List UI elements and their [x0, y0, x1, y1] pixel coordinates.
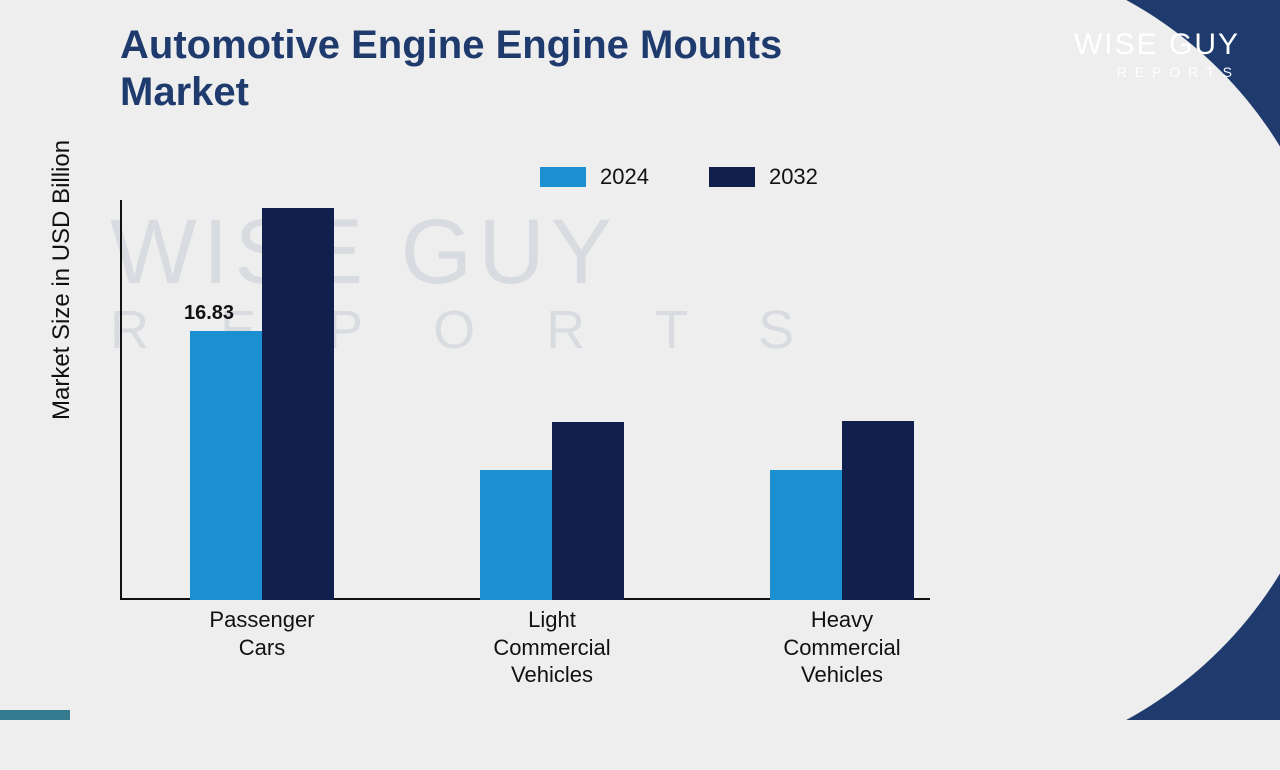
- bar: [552, 422, 624, 600]
- bar: [480, 470, 552, 600]
- legend-swatch-2032: [709, 167, 755, 187]
- y-axis-label: Market Size in USD Billion: [48, 140, 76, 420]
- legend-label-2032: 2032: [769, 164, 818, 190]
- legend-item-2032: 2032: [709, 164, 818, 190]
- chart-title: Automotive Engine Engine Mounts Market: [120, 22, 840, 116]
- y-axis: [120, 200, 122, 600]
- category-label: PassengerCars: [162, 606, 362, 661]
- legend-swatch-2024: [540, 167, 586, 187]
- bar: [842, 421, 914, 600]
- brand-name: WISE GUY: [1074, 28, 1240, 61]
- legend-label-2024: 2024: [600, 164, 649, 190]
- plot-area: 16.83: [120, 200, 930, 600]
- category-label: HeavyCommercialVehicles: [742, 606, 942, 689]
- brand-sub: REPORTS: [1074, 64, 1240, 80]
- chart-container: Automotive Engine Engine Mounts Market W…: [0, 0, 1000, 720]
- bar: [190, 331, 262, 600]
- category-label: LightCommercialVehicles: [452, 606, 652, 689]
- bar-value-label: 16.83: [184, 302, 234, 325]
- brand-logo: WISE GUY REPORTS: [1074, 28, 1240, 80]
- bar: [770, 470, 842, 600]
- legend: 2024 2032: [540, 164, 818, 190]
- bar: [262, 208, 334, 600]
- legend-item-2024: 2024: [540, 164, 649, 190]
- category-labels: PassengerCarsLightCommercialVehiclesHeav…: [120, 600, 930, 710]
